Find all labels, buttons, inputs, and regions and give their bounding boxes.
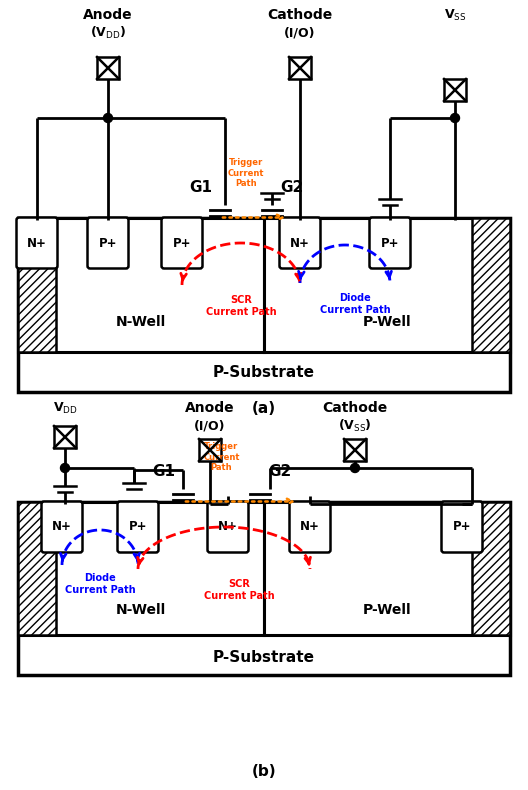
Text: SCR
Current Path: SCR Current Path [204, 579, 275, 600]
Bar [444, 79, 466, 101]
Bar [264, 218, 510, 352]
Bar [264, 502, 510, 635]
Text: Trigger
Current
Path: Trigger Current Path [228, 158, 264, 188]
FancyBboxPatch shape [42, 502, 82, 552]
Bar [18, 502, 56, 635]
Text: N+: N+ [300, 521, 320, 533]
Text: G2: G2 [268, 464, 291, 479]
FancyBboxPatch shape [279, 217, 320, 269]
Text: Diode
Current Path: Diode Current Path [319, 293, 390, 314]
FancyBboxPatch shape [289, 502, 331, 552]
Text: P-Well: P-Well [363, 603, 411, 617]
Circle shape [450, 114, 459, 122]
FancyBboxPatch shape [441, 502, 483, 552]
Text: (I/O): (I/O) [194, 419, 226, 432]
Text: Anode: Anode [185, 401, 235, 415]
Text: N+: N+ [27, 236, 47, 250]
Text: P-Well: P-Well [363, 315, 411, 329]
Text: N+: N+ [218, 521, 238, 533]
Circle shape [103, 114, 112, 122]
Text: P+: P+ [173, 236, 191, 250]
Text: Diode
Current Path: Diode Current Path [65, 573, 135, 595]
FancyBboxPatch shape [162, 217, 203, 269]
Text: P-Substrate: P-Substrate [213, 364, 315, 379]
Text: G1: G1 [152, 464, 175, 479]
Text: (b): (b) [252, 765, 276, 780]
FancyBboxPatch shape [370, 217, 410, 269]
Text: (V$_\mathrm{DD}$): (V$_\mathrm{DD}$) [90, 25, 126, 41]
Text: (V$_\mathrm{SS}$): (V$_\mathrm{SS}$) [338, 418, 372, 434]
FancyBboxPatch shape [118, 502, 158, 552]
Text: G2: G2 [280, 180, 303, 195]
Circle shape [61, 464, 70, 472]
Text: N-Well: N-Well [116, 603, 166, 617]
FancyBboxPatch shape [88, 217, 128, 269]
Text: N+: N+ [52, 521, 72, 533]
FancyBboxPatch shape [208, 502, 249, 552]
Bar [289, 57, 311, 79]
Bar [18, 218, 264, 352]
Text: (I/O): (I/O) [284, 27, 316, 40]
Text: N-Well: N-Well [116, 315, 166, 329]
FancyBboxPatch shape [16, 217, 58, 269]
Bar [18, 218, 510, 392]
Bar [472, 502, 510, 635]
Text: P+: P+ [129, 521, 147, 533]
Circle shape [351, 464, 360, 472]
Text: P+: P+ [99, 236, 117, 250]
Text: SCR
Current Path: SCR Current Path [206, 295, 276, 317]
Text: (a): (a) [252, 401, 276, 416]
Text: V$_\mathrm{SS}$: V$_\mathrm{SS}$ [444, 7, 466, 23]
Text: G1: G1 [189, 180, 212, 195]
Text: Trigger
Current
Path: Trigger Current Path [203, 442, 240, 472]
Text: N+: N+ [290, 236, 310, 250]
Text: V$_\mathrm{DD}$: V$_\mathrm{DD}$ [53, 401, 78, 416]
Text: Cathode: Cathode [267, 8, 333, 22]
Bar [199, 439, 221, 461]
Bar [344, 439, 366, 461]
Bar [97, 57, 119, 79]
Bar [18, 218, 56, 352]
Bar [18, 502, 510, 675]
Text: Anode: Anode [83, 8, 133, 22]
Text: Cathode: Cathode [323, 401, 388, 415]
Bar [54, 426, 76, 448]
Text: P+: P+ [381, 236, 399, 250]
Text: P+: P+ [452, 521, 472, 533]
Text: P-Substrate: P-Substrate [213, 649, 315, 664]
Bar [18, 502, 264, 635]
Bar [472, 218, 510, 352]
